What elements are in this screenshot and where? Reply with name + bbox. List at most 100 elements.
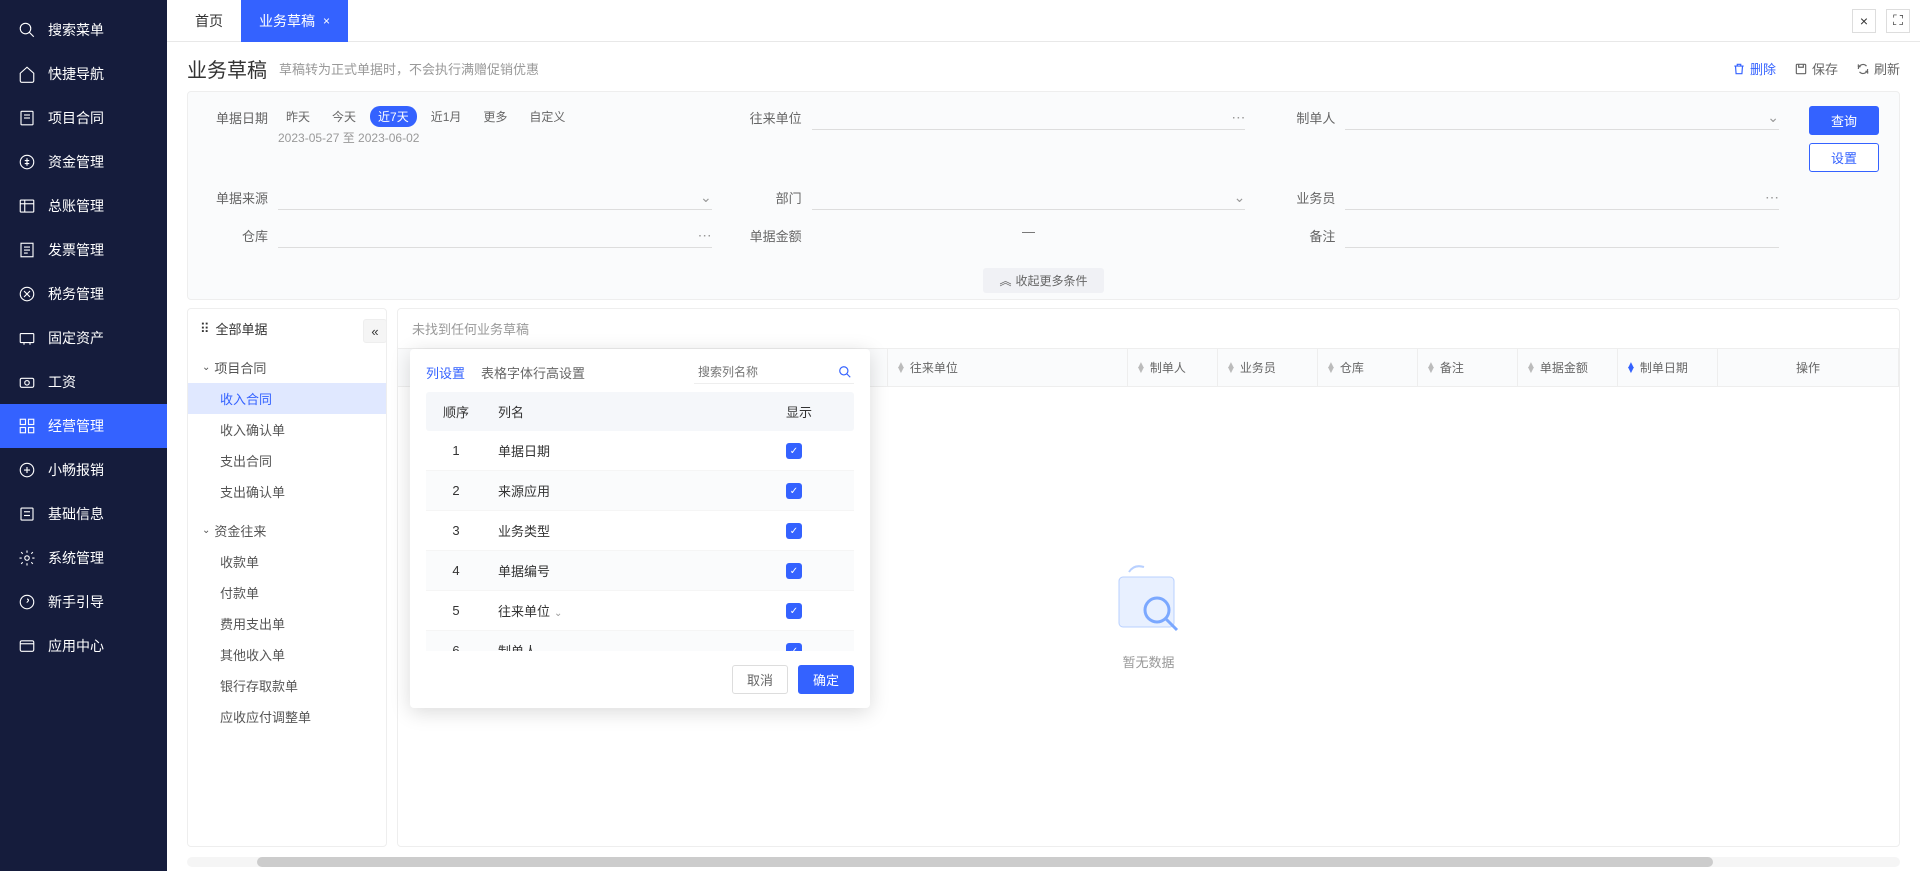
checkbox-on[interactable]: ✓ [786, 643, 802, 651]
sidebar-item-ledger[interactable]: 总账管理 [0, 184, 167, 228]
salesman-input[interactable]: ⋯ [1345, 186, 1779, 210]
sidebar-item-system[interactable]: 系统管理 [0, 536, 167, 580]
tree-header: ⠿ 全部单据 [188, 309, 386, 348]
sidebar-item-expense[interactable]: 小畅报销 [0, 448, 167, 492]
popover-rows-container[interactable]: 1 单据日期 ✓ 2 来源应用 ✓ 3 业务类型 [426, 431, 854, 651]
checkbox-on[interactable]: ✓ [786, 483, 802, 499]
tree-item[interactable]: 其他收入单 [188, 639, 386, 670]
popover-row[interactable]: 2 来源应用 ✓ [426, 471, 854, 511]
tree-item[interactable]: 收款单 [188, 546, 386, 577]
ledger-icon [18, 197, 36, 215]
horizontal-scrollbar[interactable] [187, 857, 1900, 867]
tree-panel: ⠿ 全部单据 « ⌄ 项目合同 收入合同 收入确认单 支出合同 支出确认单 [187, 308, 387, 847]
checkbox-on[interactable]: ✓ [786, 563, 802, 579]
warehouse-input[interactable]: ⋯ [278, 224, 712, 248]
more-icon[interactable]: ⋯ [1765, 189, 1779, 206]
cancel-button[interactable]: 取消 [732, 665, 788, 694]
tree-item[interactable]: 费用支出单 [188, 608, 386, 639]
date-shortcut-custom[interactable]: 自定义 [521, 106, 573, 127]
th-creator[interactable]: ▲▼制单人 [1128, 349, 1218, 386]
tree-item[interactable]: 收入合同 [188, 383, 386, 414]
sidebar-item-apps[interactable]: 应用中心 [0, 624, 167, 668]
popover-row[interactable]: 1 单据日期 ✓ [426, 431, 854, 471]
tree-item[interactable]: 应收应付调整单 [188, 701, 386, 732]
collapse-filters-button[interactable]: ︽ 收起更多条件 [983, 268, 1103, 293]
sidebar-item-label: 系统管理 [48, 548, 104, 568]
chevron-down-icon[interactable]: ⌄ [554, 608, 562, 619]
fullscreen-button[interactable]: ⛶ [1886, 9, 1910, 33]
popover-row[interactable]: 5 往来单位⌄ ✓ [426, 591, 854, 631]
search-icon[interactable] [838, 365, 852, 382]
creator-input[interactable]: ⌄ [1345, 106, 1779, 130]
apps-icon [18, 637, 36, 655]
tab-home[interactable]: 首页 [177, 0, 241, 42]
sidebar-item-info[interactable]: 基础信息 [0, 492, 167, 536]
save-button[interactable]: 保存 [1794, 59, 1838, 78]
popover-tab-font[interactable]: 表格字体行高设置 [481, 363, 585, 382]
close-tabs-button[interactable]: × [1852, 9, 1876, 33]
popover-th-name: 列名 [486, 392, 774, 431]
chevron-down-icon[interactable]: ⌄ [1234, 189, 1246, 206]
sidebar-item-home[interactable]: 快捷导航 [0, 52, 167, 96]
checkbox-on[interactable]: ✓ [786, 523, 802, 539]
dept-input[interactable]: ⌄ [812, 186, 1246, 210]
source-input[interactable]: ⌄ [278, 186, 712, 210]
sidebar-item-asset[interactable]: 固定资产 [0, 316, 167, 360]
close-icon[interactable]: × [323, 14, 330, 28]
sidebar-item-manage[interactable]: 经营管理 [0, 404, 167, 448]
chevron-down-icon[interactable]: ⌄ [1767, 109, 1779, 126]
sidebar-item-search[interactable]: 搜索菜单 [0, 8, 167, 52]
filter-panel: 单据日期 昨天 今天 近7天 近1月 更多 自定义 2023-05-27 至 2… [187, 91, 1900, 300]
sidebar-item-money[interactable]: 资金管理 [0, 140, 167, 184]
column-search-input[interactable] [694, 361, 854, 384]
filter-label-amount: 单据金额 [742, 224, 812, 245]
tree-group-contract[interactable]: ⌄ 项目合同 [188, 352, 386, 383]
tree-group-funds[interactable]: ⌄ 资金往来 [188, 515, 386, 546]
th-partner[interactable]: ▲▼往来单位 [888, 349, 1128, 386]
sidebar-item-invoice[interactable]: 发票管理 [0, 228, 167, 272]
delete-button[interactable]: 删除 [1732, 59, 1776, 78]
checkbox-on[interactable]: ✓ [786, 603, 802, 619]
th-remark[interactable]: ▲▼备注 [1418, 349, 1518, 386]
sort-icon: ▲▼ [1136, 363, 1146, 373]
th-warehouse[interactable]: ▲▼仓库 [1318, 349, 1418, 386]
table-area: 未找到任何业务草稿 ⚙ ▲▼单据日期 ▲▼来源应用 ▲▼业务类型 ▲▼单据编号 … [397, 308, 1900, 847]
date-shortcut-today[interactable]: 今天 [324, 106, 364, 127]
popover-row[interactable]: 3 业务类型 ✓ [426, 511, 854, 551]
tree-item[interactable]: 付款单 [188, 577, 386, 608]
date-shortcut-7days[interactable]: 近7天 [370, 106, 417, 127]
confirm-button[interactable]: 确定 [798, 665, 854, 694]
sidebar-item-contract[interactable]: 项目合同 [0, 96, 167, 140]
tree-item[interactable]: 支出合同 [188, 445, 386, 476]
th-salesman[interactable]: ▲▼业务员 [1218, 349, 1318, 386]
tree-item[interactable]: 银行存取款单 [188, 670, 386, 701]
popover-tab-cols[interactable]: 列设置 [426, 363, 465, 382]
sidebar-item-salary[interactable]: 工资 [0, 360, 167, 404]
query-button[interactable]: 查询 [1809, 106, 1879, 135]
th-amount[interactable]: ▲▼单据金额 [1518, 349, 1618, 386]
partner-input[interactable]: ⋯ [812, 106, 1246, 130]
date-shortcut-more[interactable]: 更多 [475, 106, 515, 127]
remark-input[interactable] [1345, 224, 1779, 248]
refresh-button[interactable]: 刷新 [1856, 59, 1900, 78]
checkbox-on[interactable]: ✓ [786, 443, 802, 459]
settings-button[interactable]: 设置 [1809, 143, 1879, 172]
date-shortcut-yesterday[interactable]: 昨天 [278, 106, 318, 127]
sidebar-item-tax[interactable]: 税务管理 [0, 272, 167, 316]
popover-row[interactable]: 6 制单人 ✓ [426, 631, 854, 651]
invoice-icon [18, 241, 36, 259]
more-icon[interactable]: ⋯ [1231, 109, 1245, 126]
sidebar-item-guide[interactable]: 新手引导 [0, 580, 167, 624]
tree-item[interactable]: 收入确认单 [188, 414, 386, 445]
tree-collapse-button[interactable]: « [363, 319, 387, 343]
th-createdate[interactable]: ▲▼制单日期 [1618, 349, 1718, 386]
date-shortcut-1month[interactable]: 近1月 [423, 106, 470, 127]
sort-icon: ▲▼ [896, 363, 906, 373]
chevron-down-icon[interactable]: ⌄ [700, 189, 712, 206]
scrollbar-thumb[interactable] [257, 857, 1713, 867]
popover-row[interactable]: 4 单据编号 ✓ [426, 551, 854, 591]
tab-draft[interactable]: 业务草稿 × [241, 0, 348, 42]
more-icon[interactable]: ⋯ [698, 227, 712, 244]
tree-item[interactable]: 支出确认单 [188, 476, 386, 507]
salary-icon [18, 373, 36, 391]
